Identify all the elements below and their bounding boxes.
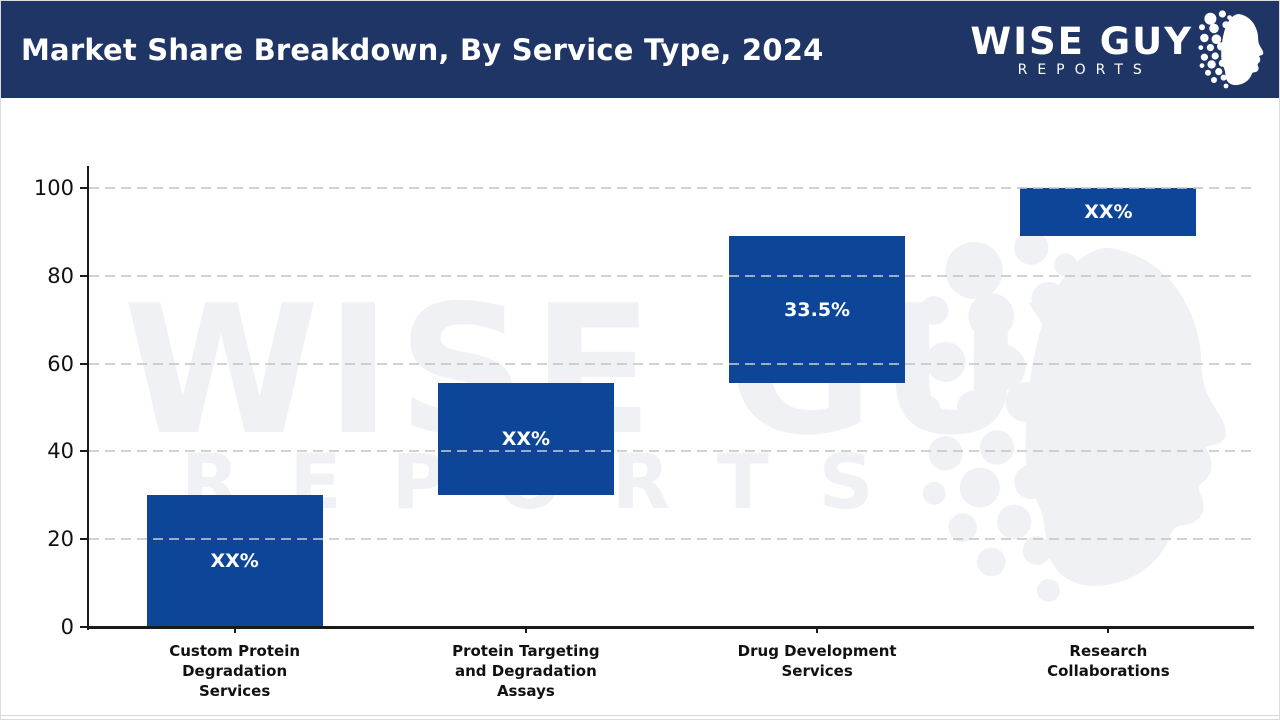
wise-guy-reports-logo: WISE GUY REPORTS [970,6,1269,94]
y-axis-line [87,166,89,630]
head-profile-icon [1195,8,1269,92]
x-category-label: Protein Targeting and Degradation Assays [452,642,600,700]
x-tick-mark [524,627,527,633]
y-tick-label: 60 [47,351,74,376]
x-category-label: Drug Development Services [737,642,897,680]
x-tick-mark [1107,627,1110,633]
y-tick-label: 40 [47,439,74,464]
bar-segment-1: XX% [146,495,323,627]
y-tick-mark [80,274,87,277]
x-axis-line [87,626,1254,629]
y-tick-label: 0 [60,615,74,639]
bar-value-label: XX% [1084,201,1133,224]
header-banner: Market Share Breakdown, By Service Type,… [1,1,1279,98]
y-tick-label: 100 [33,176,74,200]
bar-value-label: XX% [501,428,551,451]
x-tick-mark [233,627,236,633]
x-category-label: Research Collaborations [1047,642,1170,680]
x-category-label: Custom Protein Degradation Services [169,642,301,700]
y-tick-label: 20 [47,527,74,552]
logo-line1: WISE GUY [970,20,1193,63]
plot-area: XX% Custom Protein Degradation Services XX… [34,166,1254,700]
logo-wordmark: WISE GUY REPORTS [970,23,1193,77]
x-tick-mark [816,627,819,633]
y-tick-mark [80,187,87,189]
bar-segment-4: XX% [1020,188,1197,237]
gridline-20 [89,538,1254,541]
y-tick-label: 80 [47,263,74,288]
bar-value-label: 33.5% [784,298,851,321]
page-title: Market Share Breakdown, By Service Type,… [21,32,824,67]
y-tick-mark [80,538,87,541]
bar-segment-2: XX% [437,383,614,496]
logo-line2: REPORTS [1017,62,1152,78]
y-tick-mark [80,362,87,365]
bar-value-label: XX% [210,550,259,573]
gridline-40 [89,450,1254,453]
y-tick-mark [80,626,87,628]
gridline-60 [89,362,1254,365]
bottom-divider [1,715,1279,716]
gridline-100 [89,187,1254,189]
gridline-80 [89,274,1254,277]
y-tick-mark [80,450,87,453]
bar-segment-3: 33.5% [729,236,906,384]
